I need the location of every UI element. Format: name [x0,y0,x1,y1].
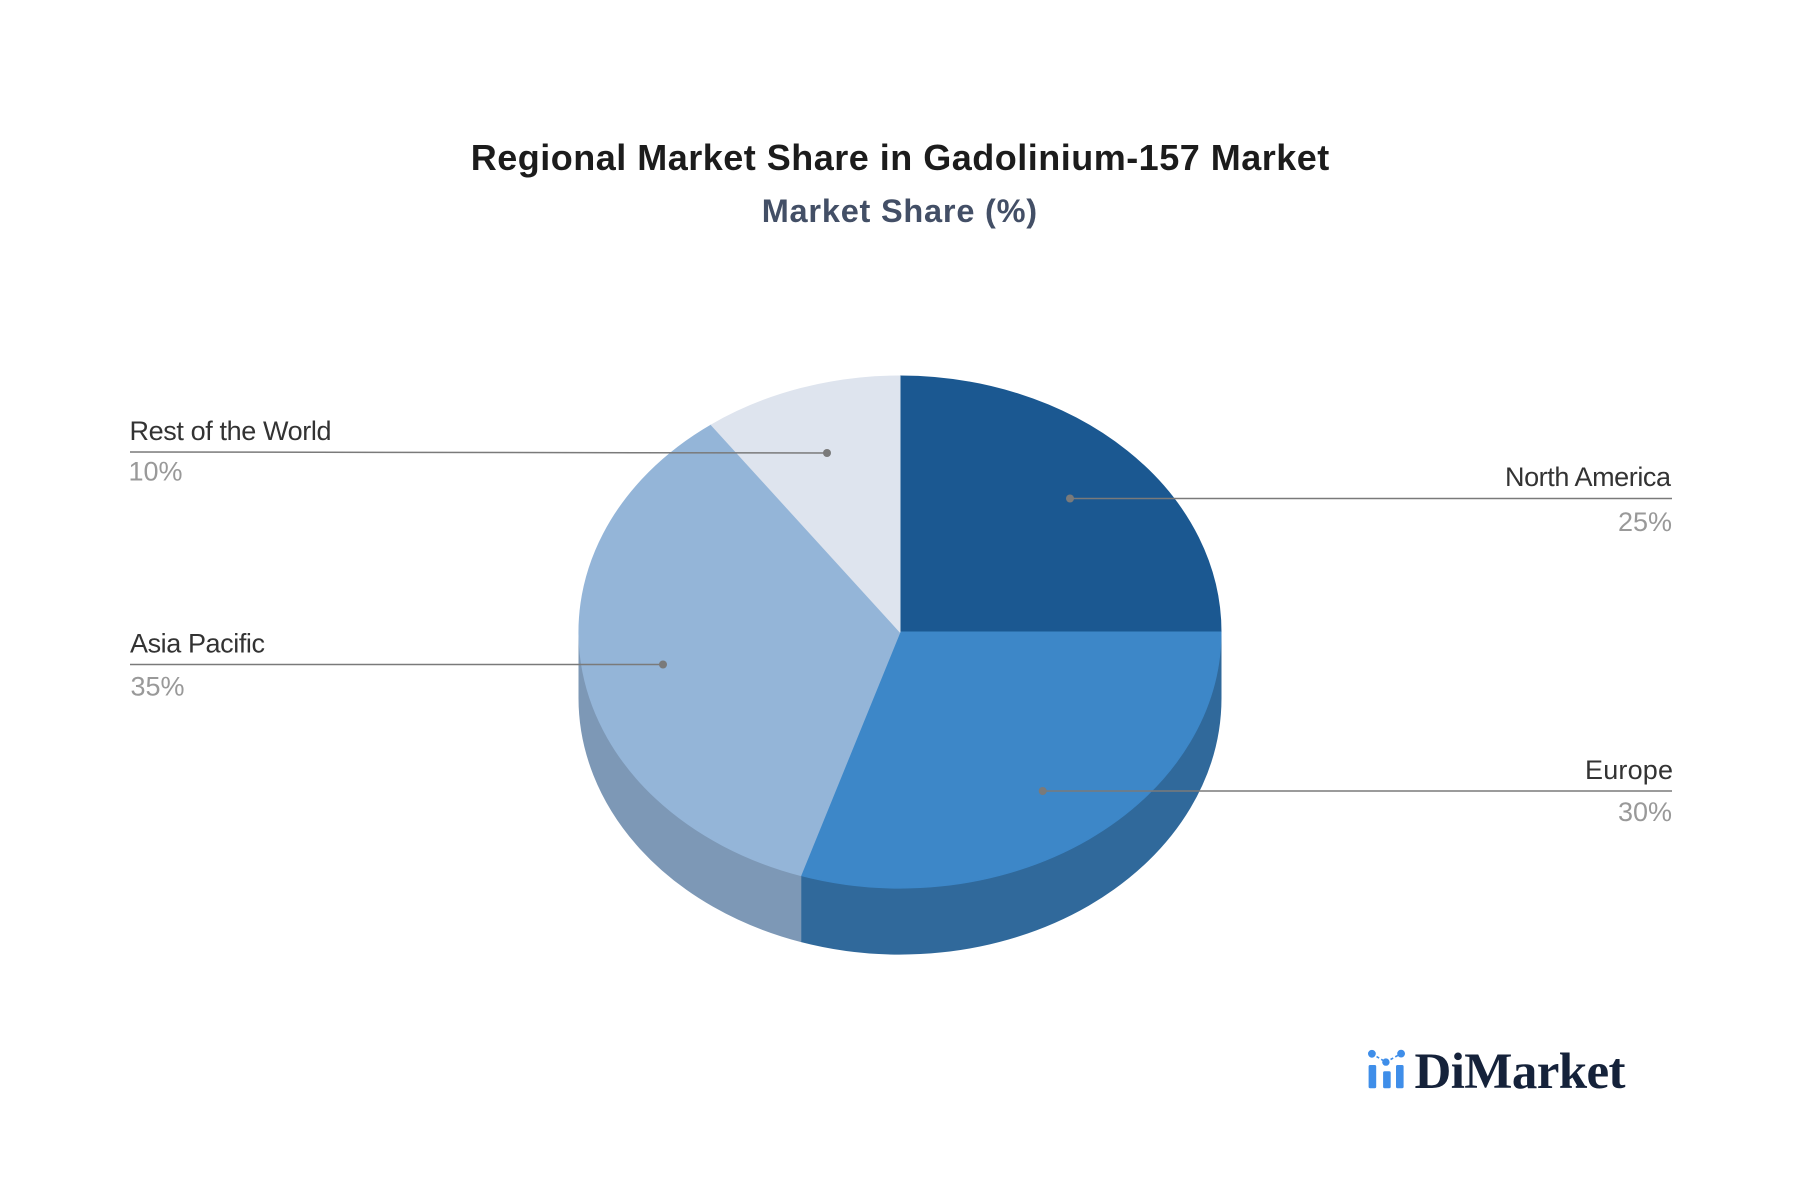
svg-text:Rest of the World: Rest of the World [130,416,332,446]
svg-text:Europe: Europe [1585,755,1673,785]
svg-text:30%: 30% [1618,797,1672,827]
svg-text:35%: 35% [131,672,185,702]
svg-text:25%: 25% [1618,507,1672,537]
svg-text:North America: North America [1505,462,1672,492]
svg-text:Market Share (%): Market Share (%) [762,193,1037,229]
svg-text:Asia Pacific: Asia Pacific [130,629,265,659]
svg-text:DiMarket: DiMarket [1415,1044,1626,1100]
svg-text:Regional Market Share in Gadol: Regional Market Share in Gadolinium-157 … [471,137,1330,178]
svg-text:10%: 10% [129,457,183,487]
